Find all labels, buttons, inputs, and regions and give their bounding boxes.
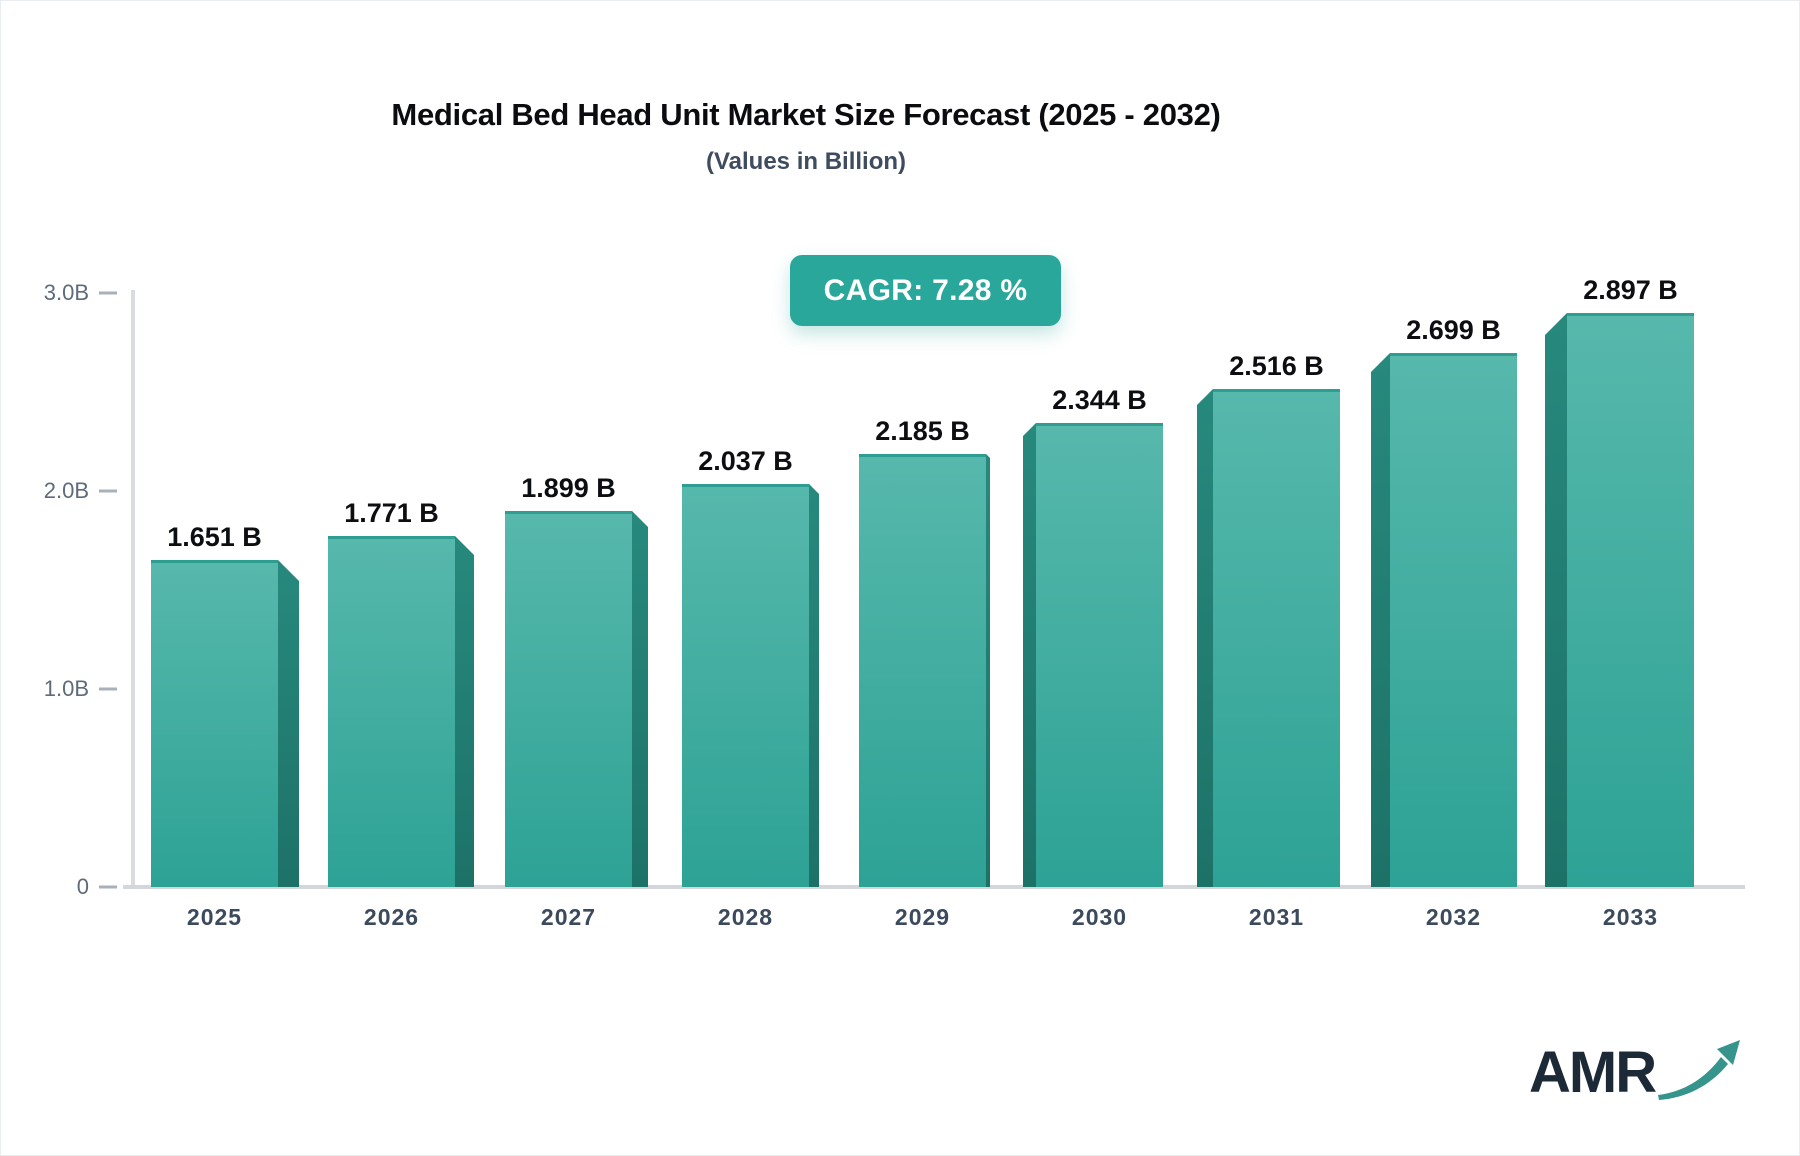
y-axis-tick-label: 1.0B	[43, 676, 89, 701]
y-axis-tick-mark	[99, 885, 117, 889]
x-axis-tick-label-2033: 2033	[1602, 904, 1659, 930]
bar-2028[interactable]	[682, 484, 809, 887]
bar-2031[interactable]	[1213, 389, 1340, 887]
bar-side-2031	[1197, 389, 1213, 887]
cagr-badge: CAGR: 7.28 %	[790, 255, 1061, 326]
bar-2033[interactable]	[1567, 313, 1694, 887]
bar-2032[interactable]	[1390, 353, 1517, 887]
x-axis-tick-label-2032: 2032	[1425, 904, 1482, 930]
x-axis-tick-label-2030: 2030	[1071, 904, 1128, 930]
bar-value-label-2027: 1.899 B	[521, 473, 616, 503]
bar-2026[interactable]	[328, 536, 455, 887]
bar-side-2033	[1545, 313, 1567, 887]
y-axis-tick-label: 3.0B	[43, 280, 89, 305]
bar-side-2032	[1371, 353, 1390, 887]
chart-title: Medical Bed Head Unit Market Size Foreca…	[391, 97, 1221, 132]
x-axis-tick-label-2027: 2027	[540, 904, 597, 930]
amr-logo-text: AMR	[1529, 1040, 1657, 1105]
amr-logo: AMR	[1529, 1031, 1759, 1121]
y-axis-line	[131, 290, 135, 889]
y-axis-tick-label: 2.0B	[43, 478, 89, 503]
bar-value-label-2026: 1.771 B	[344, 498, 439, 528]
bar-value-label-2028: 2.037 B	[698, 446, 793, 476]
bar-2025[interactable]	[151, 560, 278, 887]
x-axis-tick-label-2026: 2026	[363, 904, 420, 930]
bar-value-label-2031: 2.516 B	[1229, 351, 1324, 381]
bar-side-2028	[809, 484, 819, 887]
x-axis-tick-label-2031: 2031	[1248, 904, 1305, 930]
bar-side-2030	[1023, 423, 1036, 887]
bar-side-2029	[986, 454, 990, 887]
bar-side-2026	[455, 536, 474, 887]
bar-2030[interactable]	[1036, 423, 1163, 887]
y-axis-tick-mark	[99, 291, 117, 295]
bar-value-label-2032: 2.699 B	[1406, 315, 1501, 345]
bar-value-label-2030: 2.344 B	[1052, 385, 1147, 415]
bar-2029[interactable]	[859, 454, 986, 887]
chart-subtitle: (Values in Billion)	[705, 148, 907, 175]
bar-value-label-2029: 2.185 B	[875, 416, 970, 446]
bar-side-2025	[278, 560, 299, 887]
bar-value-label-2025: 1.651 B	[167, 522, 262, 552]
x-axis-tick-label-2028: 2028	[717, 904, 774, 930]
x-axis-tick-label-2029: 2029	[894, 904, 951, 930]
bar-value-label-2033: 2.897 B	[1583, 275, 1678, 305]
x-axis-tick-label-2025: 2025	[186, 904, 243, 930]
bar-side-2027	[632, 511, 648, 887]
x-axis-line	[123, 885, 1745, 889]
bar-2027[interactable]	[505, 511, 632, 887]
growth-arrow-icon	[1658, 1040, 1740, 1100]
cagr-badge-label: CAGR: 7.28 %	[823, 273, 1028, 307]
y-axis-tick-mark	[99, 687, 117, 691]
y-axis-tick-mark	[99, 489, 117, 493]
y-axis-tick-label: 0	[76, 874, 89, 899]
